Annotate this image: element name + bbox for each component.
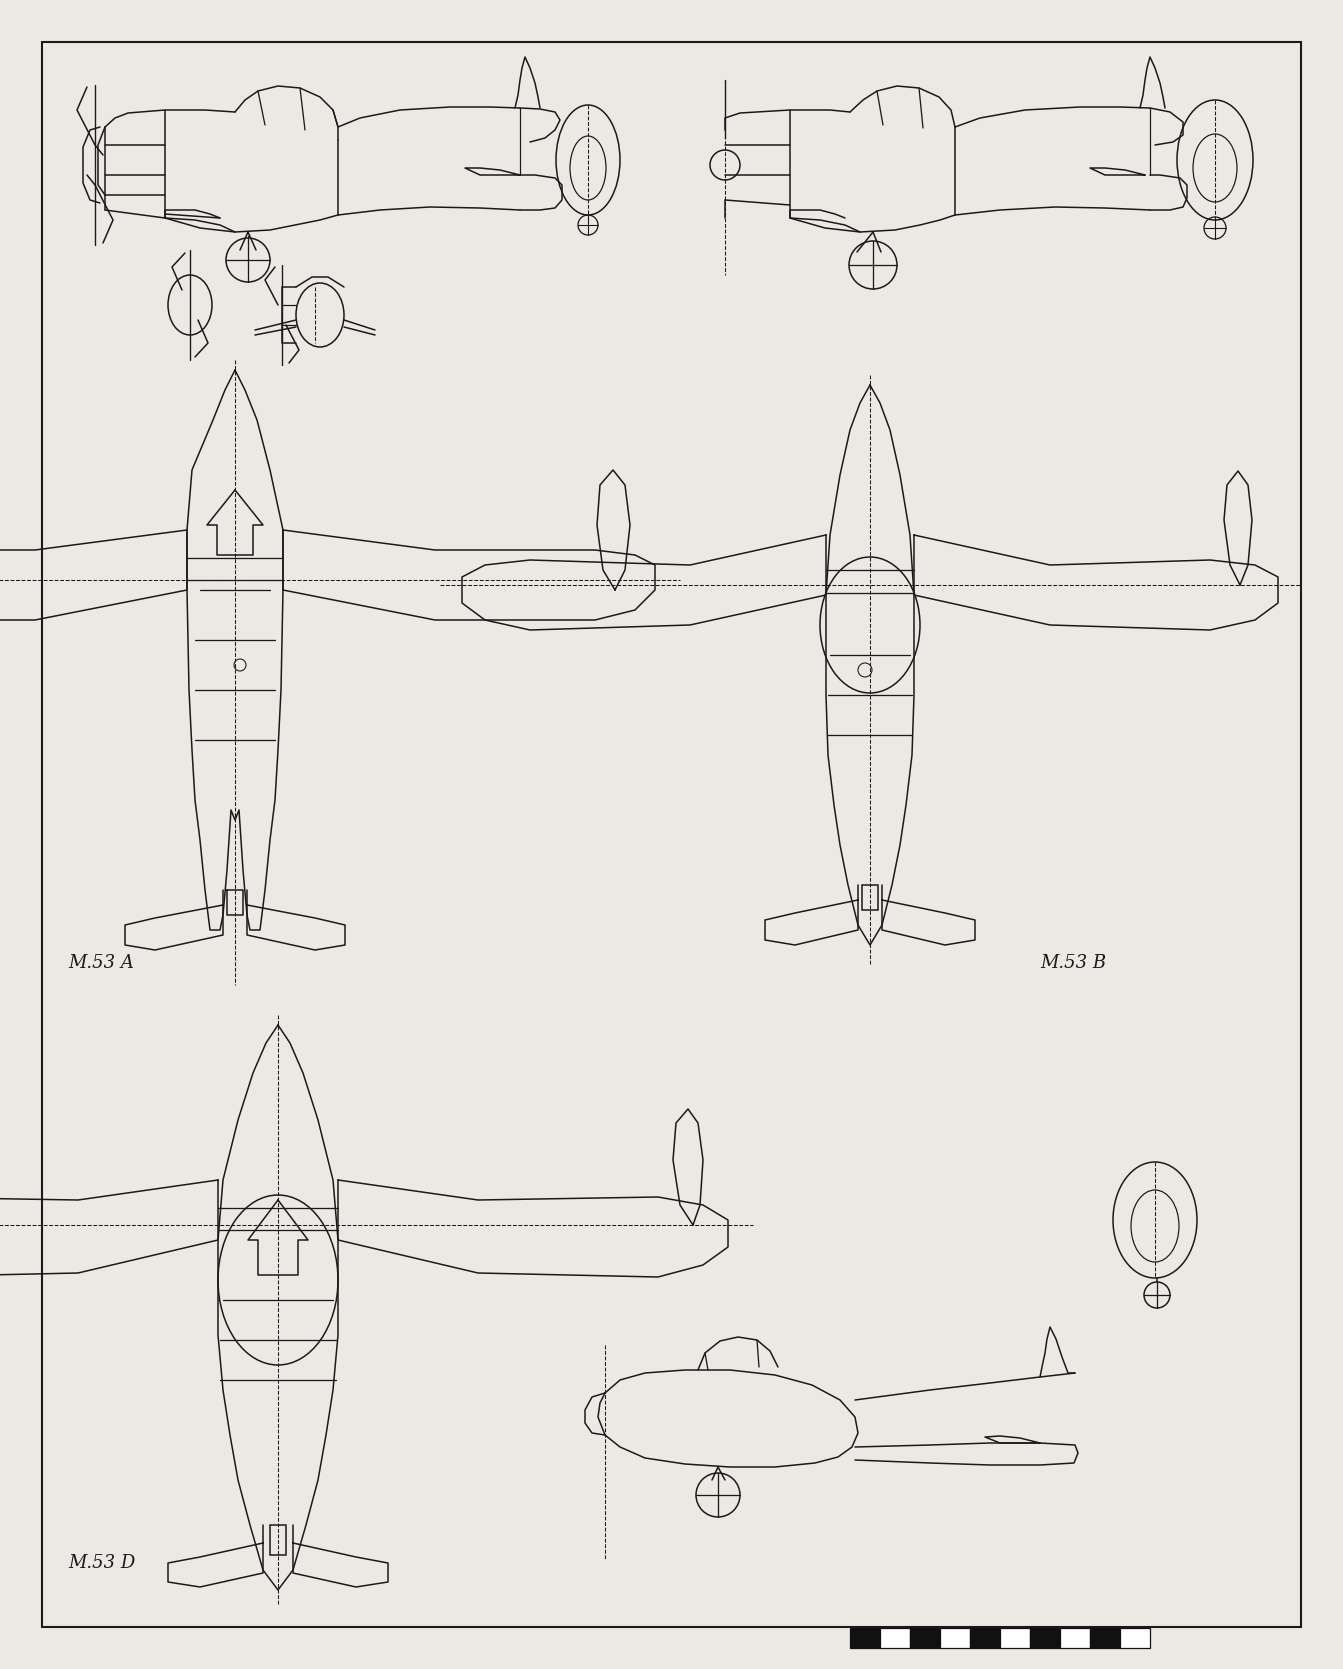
- Bar: [1091, 1627, 1120, 1647]
- Bar: [940, 1627, 970, 1647]
- Bar: [1060, 1627, 1091, 1647]
- Bar: [970, 1627, 1001, 1647]
- Bar: [880, 1627, 911, 1647]
- Bar: [911, 1627, 940, 1647]
- Text: M.53 A: M.53 A: [68, 955, 134, 971]
- Text: M.53 D: M.53 D: [68, 1554, 136, 1572]
- Bar: [1001, 1627, 1030, 1647]
- Bar: [1120, 1627, 1150, 1647]
- Text: M.53 B: M.53 B: [1039, 955, 1107, 971]
- Bar: [850, 1627, 880, 1647]
- Bar: [1030, 1627, 1060, 1647]
